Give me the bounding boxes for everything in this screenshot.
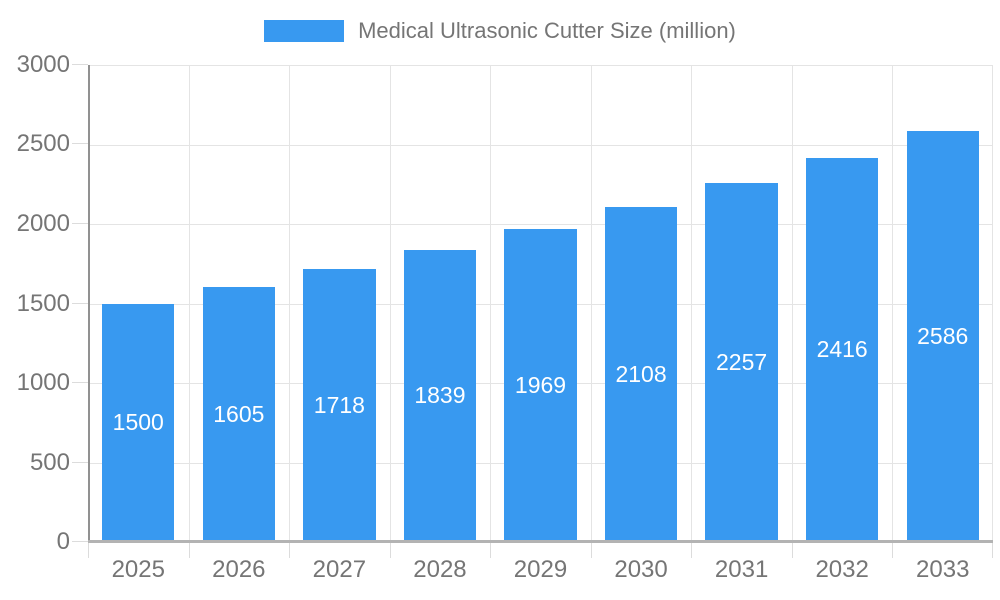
y-axis-label: 2000: [16, 209, 70, 237]
x-axis-label: 2027: [312, 556, 367, 583]
y-tick: [72, 381, 88, 383]
bar-value-label: 1605: [213, 400, 265, 427]
plot-area: 1500 1605 1718 1839 1969 2108 2257 2416 2586: [88, 65, 993, 542]
x-axis-labels: 2025 2026 2027 2028 2029 2030 2031 2032 2033: [88, 556, 993, 586]
y-tick: [72, 541, 88, 542]
x-tick: [188, 543, 190, 558]
legend-swatch: [264, 20, 345, 42]
gridline-vertical: [791, 65, 793, 542]
x-tick: [992, 543, 993, 558]
y-axis-label: 1000: [16, 368, 70, 396]
bar-value-label: 1500: [112, 409, 164, 436]
x-axis-tick-row: [88, 543, 993, 558]
x-axis-label: 2033: [916, 556, 970, 583]
bar: 2108: [604, 206, 678, 542]
x-tick: [892, 543, 894, 558]
gridline-vertical: [892, 65, 894, 542]
gridline-vertical: [992, 65, 993, 542]
bar: 2586: [906, 130, 979, 542]
x-axis-label: 2028: [413, 556, 467, 583]
x-tick: [88, 543, 89, 558]
x-tick: [490, 543, 492, 558]
bar-value-label: 1718: [313, 391, 365, 418]
y-tick: [72, 143, 88, 145]
x-axis-label: 2030: [614, 556, 668, 583]
x-tick: [289, 543, 291, 558]
x-axis-label: 2025: [111, 556, 165, 583]
y-tick: [72, 461, 88, 463]
gridline-horizontal: [88, 144, 993, 146]
gridline-vertical: [188, 65, 190, 542]
bar: 2416: [805, 157, 879, 542]
bar: 1839: [403, 249, 477, 542]
bar: 1969: [504, 228, 577, 542]
bar: 1605: [202, 286, 276, 542]
y-axis-label: 500: [29, 448, 70, 476]
y-axis-ticks: [72, 64, 88, 542]
bar: 1718: [303, 268, 376, 542]
y-axis-label: 3000: [16, 51, 70, 78]
x-axis-label: 2032: [815, 556, 869, 583]
gridline-horizontal: [88, 224, 993, 226]
x-axis-line: [88, 540, 993, 543]
legend-label: Medical Ultrasonic Cutter Size (million): [358, 18, 736, 43]
x-tick: [791, 543, 793, 558]
bar-value-label: 2586: [917, 322, 969, 349]
gridline-horizontal: [88, 65, 993, 66]
y-axis-label: 0: [56, 528, 70, 555]
gridline-vertical: [289, 65, 291, 542]
x-tick: [691, 543, 693, 558]
bar-value-label: 2416: [816, 336, 868, 363]
bar: 2257: [705, 183, 778, 542]
gridline-vertical: [490, 65, 492, 542]
gridline-vertical: [590, 65, 592, 542]
y-tick: [72, 64, 88, 65]
y-tick: [72, 302, 88, 304]
x-axis-label: 2026: [212, 556, 266, 583]
x-axis-label: 2031: [714, 556, 769, 583]
y-axis-labels: 0 500 1000 1500 2000 2500 3000: [0, 51, 70, 555]
x-tick: [389, 543, 391, 558]
gridline-vertical: [691, 65, 693, 542]
bar: 1500: [102, 303, 175, 542]
y-axis-label: 2500: [16, 130, 70, 158]
bar-value-label: 2108: [615, 360, 667, 387]
bar-value-label: 1839: [414, 382, 466, 409]
bar-value-label: 2257: [716, 349, 768, 376]
gridline-vertical: [389, 65, 391, 542]
legend: Medical Ultrasonic Cutter Size (million): [0, 17, 1000, 45]
x-axis-label: 2029: [513, 556, 568, 583]
y-axis-line: [88, 65, 90, 542]
bar-value-label: 1969: [514, 371, 567, 398]
y-tick: [72, 222, 88, 224]
x-tick: [590, 543, 592, 558]
y-axis-label: 1500: [16, 289, 70, 317]
